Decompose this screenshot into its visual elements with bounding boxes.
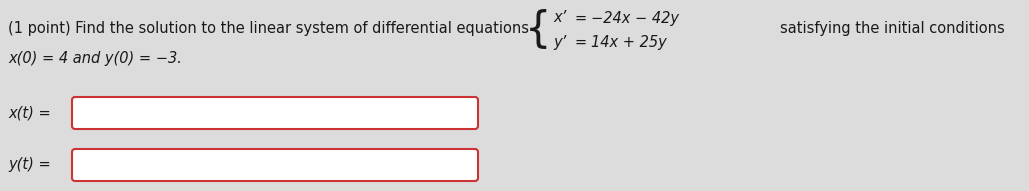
Text: =: = (575, 11, 588, 26)
Text: x’: x’ (553, 11, 566, 26)
Text: −24x − 42y: −24x − 42y (591, 11, 679, 26)
Text: y(t) =: y(t) = (8, 158, 50, 172)
Text: x(0) = 4 and y(0) = −3.: x(0) = 4 and y(0) = −3. (8, 50, 182, 66)
Text: {: { (525, 9, 552, 51)
Text: =: = (575, 35, 588, 49)
Text: (1 point) Find the solution to the linear system of differential equations: (1 point) Find the solution to the linea… (8, 20, 529, 36)
FancyBboxPatch shape (72, 149, 478, 181)
Text: 14x + 25y: 14x + 25y (591, 35, 667, 49)
Text: x(t) =: x(t) = (8, 105, 50, 121)
Text: satisfying the initial conditions: satisfying the initial conditions (780, 20, 1004, 36)
Text: y’: y’ (553, 35, 566, 49)
FancyBboxPatch shape (72, 97, 478, 129)
